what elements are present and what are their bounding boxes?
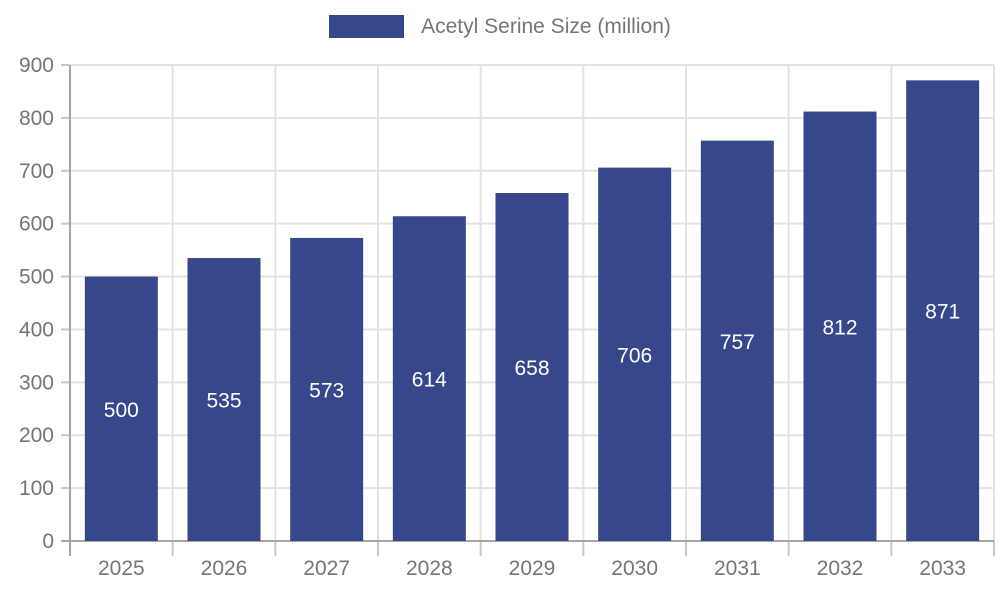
- y-axis-tick-label: 900: [19, 54, 54, 77]
- y-axis-tick-label: 500: [19, 266, 54, 289]
- y-axis-tick-label: 800: [19, 107, 54, 130]
- bar-value-label: 535: [206, 390, 241, 413]
- x-axis-tick-label: 2030: [611, 557, 658, 580]
- y-axis-tick-label: 700: [19, 160, 54, 183]
- y-axis-tick-label: 600: [19, 213, 54, 236]
- x-axis-tick-label: 2025: [98, 557, 145, 580]
- x-axis-tick-label: 2029: [509, 557, 556, 580]
- bar-value-label: 706: [617, 344, 652, 367]
- bar: [84, 276, 158, 541]
- bar: [392, 216, 466, 542]
- x-axis-tick-label: 2028: [406, 557, 453, 580]
- bar: [700, 140, 774, 541]
- y-axis-tick-label: 0: [42, 530, 54, 553]
- y-axis-tick-label: 300: [19, 371, 54, 394]
- bar-value-label: 573: [309, 379, 344, 402]
- bar: [495, 192, 569, 542]
- bar: [290, 237, 364, 542]
- bar: [187, 258, 261, 541]
- y-axis-tick-label: 200: [19, 424, 54, 447]
- bar-value-label: 500: [104, 399, 139, 422]
- bar-value-label: 614: [412, 369, 447, 392]
- bar-value-label: 871: [925, 301, 960, 324]
- bar: [803, 111, 877, 541]
- bar-value-label: 658: [514, 357, 549, 380]
- y-axis-tick-label: 100: [19, 477, 54, 500]
- bar: [906, 80, 980, 542]
- x-axis-tick-label: 2031: [714, 557, 761, 580]
- y-axis-tick-label: 400: [19, 318, 54, 341]
- bar-value-label: 812: [822, 316, 857, 339]
- x-axis-tick-label: 2032: [817, 557, 864, 580]
- x-axis-tick-label: 2033: [919, 557, 966, 580]
- bar-value-label: 757: [720, 331, 755, 354]
- x-axis-tick-label: 2026: [201, 557, 248, 580]
- bar: [598, 167, 672, 542]
- x-axis-tick-label: 2027: [303, 557, 350, 580]
